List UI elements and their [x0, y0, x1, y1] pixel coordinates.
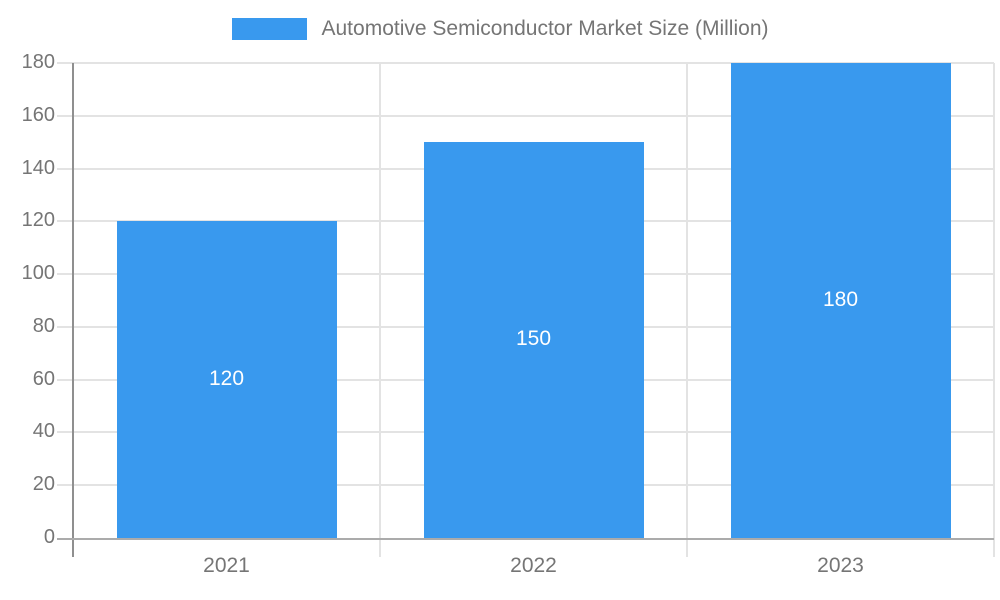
- y-tick-label: 20: [32, 473, 55, 496]
- bar-2021[interactable]: 120: [116, 221, 337, 538]
- y-tick-label: 180: [21, 51, 55, 73]
- y-tick-label: 140: [21, 156, 55, 179]
- bar-2023[interactable]: 180: [730, 63, 951, 538]
- gridline-vertical: [379, 63, 381, 557]
- x-tick-label: 2021: [203, 554, 250, 577]
- legend-swatch: [231, 18, 307, 40]
- y-tick-label: 100: [21, 262, 55, 285]
- y-tick-label: 40: [32, 420, 55, 443]
- y-axis-line: [72, 63, 74, 557]
- bar-value-label: 180: [822, 287, 859, 311]
- gridline-vertical: [993, 63, 995, 557]
- x-tick-label: 2023: [817, 554, 864, 577]
- gridline-vertical: [686, 63, 688, 557]
- y-tick-label: 160: [21, 103, 55, 126]
- x-tick-label: 2022: [510, 554, 557, 577]
- y-tick-label: 60: [32, 367, 55, 390]
- y-tick-label: 120: [21, 209, 55, 232]
- gridline-horizontal: [57, 114, 994, 117]
- bar-value-label: 150: [515, 327, 552, 351]
- bar-value-label: 120: [208, 366, 245, 390]
- bar-2022[interactable]: 150: [423, 142, 644, 538]
- y-tick-label: 80: [32, 314, 55, 337]
- chart-legend[interactable]: Automotive Semiconductor Market Size (Mi…: [0, 17, 1000, 41]
- gridline-horizontal: [57, 62, 994, 64]
- legend-label: Automotive Semiconductor Market Size (Mi…: [321, 17, 769, 40]
- x-axis-line: [57, 538, 994, 540]
- y-tick-label: 0: [43, 526, 55, 548]
